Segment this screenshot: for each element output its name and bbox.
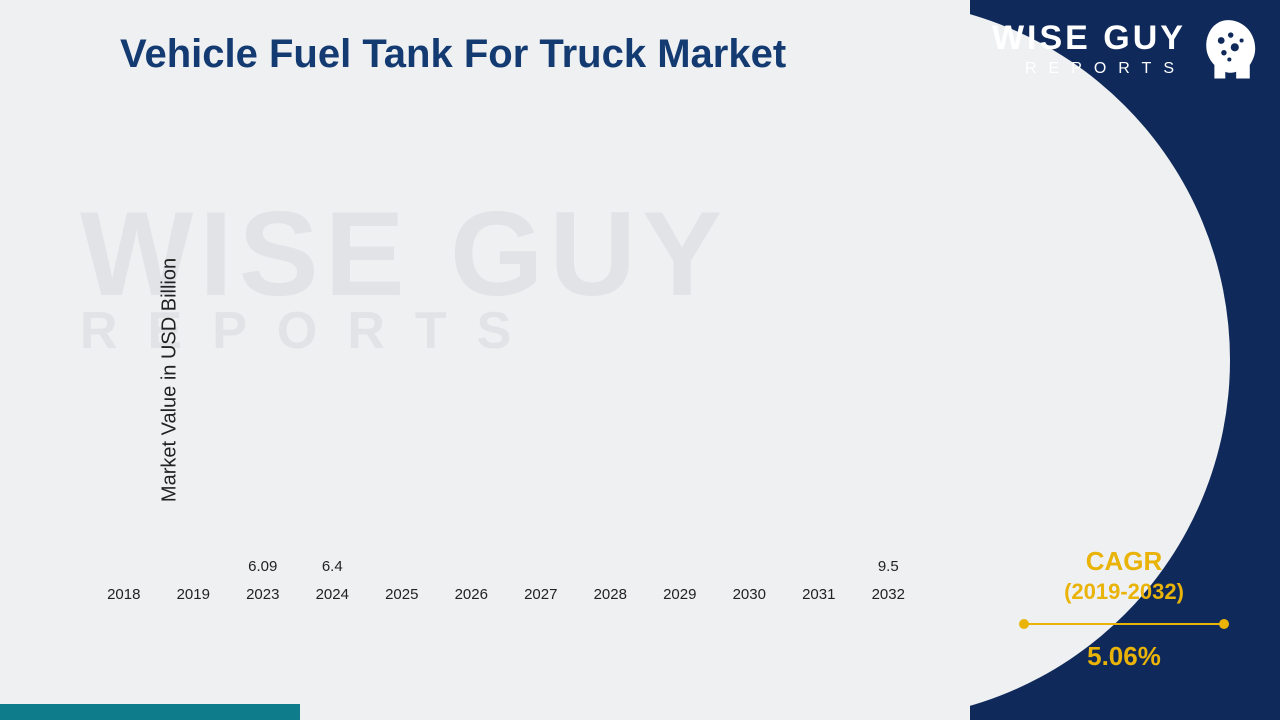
cagr-range: (2019-2032)	[1004, 578, 1244, 607]
footer-accent-bar	[0, 704, 300, 720]
x-tick-label: 2018	[102, 580, 146, 620]
plot-area: 6.09 6.4 9.5	[96, 140, 916, 580]
x-tick-label: 2032	[867, 580, 911, 620]
x-tick-label: 2026	[450, 580, 494, 620]
brand-line2: REPORTS	[982, 59, 1186, 78]
x-tick-label: 2025	[380, 580, 424, 620]
x-tick-label: 2029	[658, 580, 702, 620]
brand-line1: WISE GUY	[982, 21, 1186, 55]
infographic-canvas: WISE GUY REPORTS Vehicle Fuel Tank For T…	[0, 0, 1280, 720]
cagr-block: CAGR (2019-2032) 5.06%	[1004, 545, 1244, 672]
x-axis: 2018 2019 2023 2024 2025 2026 2027 2028 2029 2030…	[96, 580, 916, 620]
bar-value-label: 6.4	[322, 558, 343, 575]
x-tick-label: 2027	[519, 580, 563, 620]
x-tick-label: 2030	[728, 580, 772, 620]
bar-value-label: 6.09	[248, 558, 277, 575]
x-tick-label: 2031	[797, 580, 841, 620]
x-tick-label: 2024	[311, 580, 355, 620]
cagr-value: 5.06%	[1004, 641, 1244, 672]
brand-head-icon	[1194, 16, 1262, 84]
brand-logo: WISE GUY REPORTS	[982, 16, 1262, 84]
bar-chart: Market Value in USD Billion 6.096.49.5 2…	[56, 140, 916, 620]
x-tick-label: 2028	[589, 580, 633, 620]
cagr-divider	[1024, 623, 1224, 625]
page-title: Vehicle Fuel Tank For Truck Market	[120, 32, 786, 77]
x-tick-label: 2023	[241, 580, 285, 620]
cagr-heading: CAGR	[1004, 545, 1244, 579]
bar-value-label: 9.5	[878, 558, 899, 575]
x-tick-label: 2019	[172, 580, 216, 620]
